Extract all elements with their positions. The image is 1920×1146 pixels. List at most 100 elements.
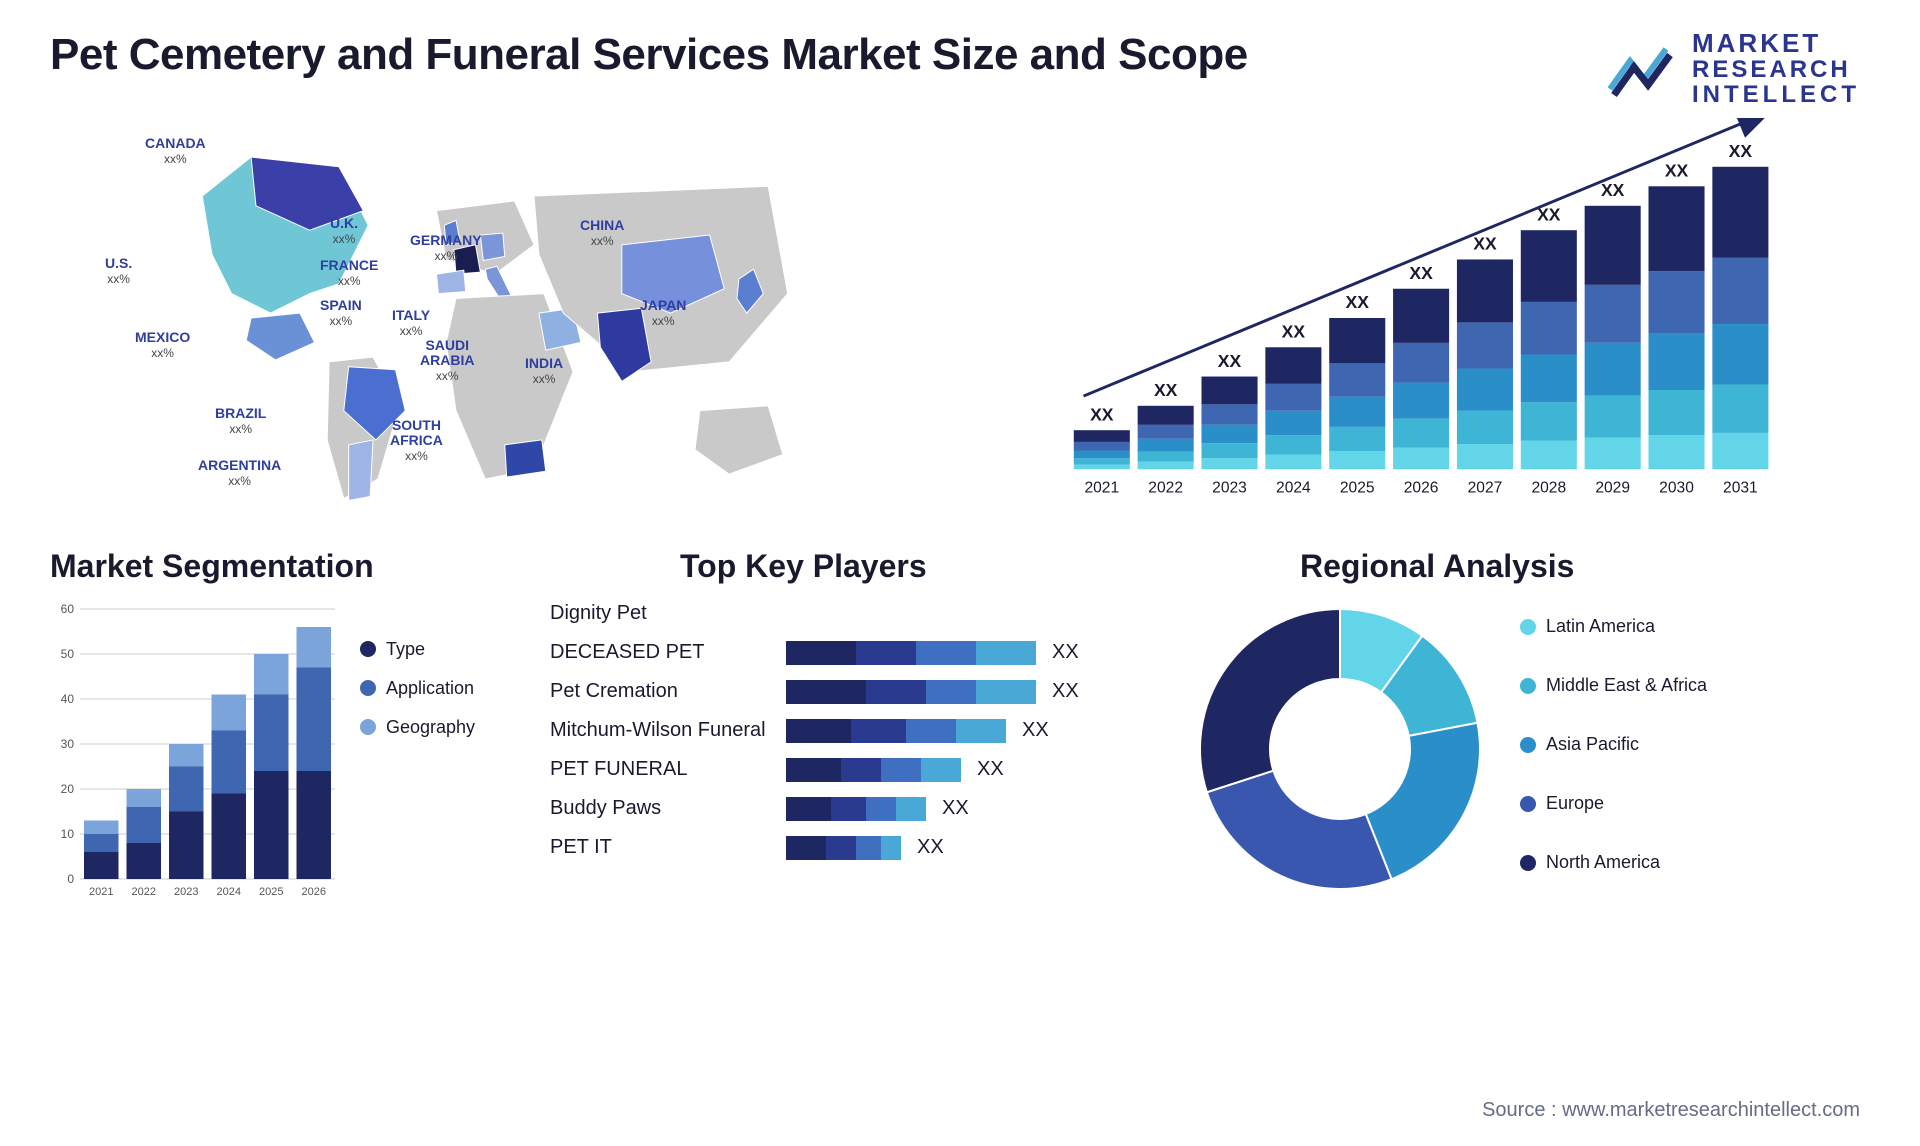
growth-bar-seg [1393,382,1449,418]
growth-bar-seg [1521,440,1577,469]
key-player-row: Dignity Pet [550,599,1160,629]
donut-seg-north-america [1200,609,1340,792]
key-player-bar-seg [851,719,906,743]
growth-bar-seg [1649,271,1705,333]
seg-legend-item: Type [360,639,475,660]
growth-bar-seg [1585,205,1641,284]
growth-year-label: 2028 [1531,479,1566,496]
growth-year-label: 2025 [1340,479,1375,496]
key-player-bar [786,641,1036,665]
seg-bar-seg [297,667,332,771]
key-player-bar-seg [881,836,901,860]
key-player-name: Buddy Paws [550,797,770,820]
growth-bar-seg [1074,450,1130,458]
regional-title: Regional Analysis [1190,548,1870,585]
key-player-bar-seg [906,719,956,743]
key-player-bar [786,758,961,782]
growth-bar-seg [1521,354,1577,402]
growth-bar-seg [1265,347,1321,384]
key-player-bar-seg [916,641,976,665]
donut-seg-europe [1207,770,1392,888]
key-player-bar [786,602,787,626]
key-player-name: DECEASED PET [550,641,770,664]
growth-chart-panel: XX2021XX2022XX2023XX2024XX2025XX2026XX20… [980,118,1870,518]
growth-bar-seg [1201,376,1257,404]
growth-bar-seg [1457,444,1513,469]
growth-value-label: XX [1346,292,1370,312]
growth-bar-seg [1329,363,1385,396]
seg-legend-item: Application [360,678,475,699]
key-player-name: Mitchum-Wilson Funeral [550,719,770,742]
key-player-bar-seg [866,797,896,821]
key-player-bar-seg [856,836,881,860]
key-player-value: XX [977,758,1004,781]
growth-year-label: 2027 [1468,479,1503,496]
growth-bar-seg [1138,425,1194,439]
growth-stacked-bar-chart: XX2021XX2022XX2023XX2024XX2025XX2026XX20… [980,118,1870,518]
growth-bar-seg [1138,461,1194,469]
legend-label: Latin America [1546,616,1655,637]
growth-bar-seg [1265,454,1321,469]
growth-value-label: XX [1473,233,1497,253]
country-mexico [246,313,314,360]
growth-bar-seg [1712,257,1768,324]
seg-year-label: 2023 [174,886,198,898]
key-player-bar-seg [831,797,866,821]
logo-text-3: INTELLECT [1692,82,1860,107]
growth-bar-seg [1521,230,1577,302]
growth-bar-seg [1265,410,1321,434]
seg-bar-seg [127,843,162,879]
legend-label: North America [1546,852,1660,873]
key-player-value: XX [917,836,944,859]
regional-donut-chart [1190,599,1490,899]
growth-bar-seg [1074,464,1130,469]
logo-mark-icon [1608,39,1678,99]
key-player-row: Pet CremationXX [550,677,1160,707]
legend-label: Asia Pacific [1546,734,1639,755]
key-player-bar-seg [926,680,976,704]
key-player-value: XX [1022,719,1049,742]
growth-bar-seg [1201,443,1257,458]
legend-color-dot [1520,737,1536,753]
key-player-bar-seg [976,641,1036,665]
segmentation-panel: Market Segmentation 0102030405060 202120… [50,548,520,978]
growth-bar-seg [1457,259,1513,322]
growth-bar-seg [1393,288,1449,342]
logo-text-2: RESEARCH [1692,57,1860,82]
growth-year-label: 2030 [1659,479,1694,496]
seg-bar-seg [169,766,204,811]
key-player-bar-seg [841,758,881,782]
key-player-bar-seg [896,797,926,821]
seg-bar-seg [212,793,247,879]
key-player-bar-seg [786,797,831,821]
seg-bar-seg [84,852,119,879]
svg-text:0: 0 [67,872,74,886]
key-player-name: Dignity Pet [550,602,770,625]
key-player-bar-seg [921,758,961,782]
country-germany [480,233,504,260]
growth-bar-seg [1393,343,1449,383]
svg-text:40: 40 [61,692,75,706]
regional-legend-item: Latin America [1520,616,1707,637]
key-player-bar-seg [786,641,856,665]
page-title: Pet Cemetery and Funeral Services Market… [50,30,1248,80]
growth-bar-seg [1585,437,1641,469]
growth-bar-seg [1457,322,1513,368]
legend-label: Middle East & Africa [1546,675,1707,696]
key-player-value: XX [942,797,969,820]
key-player-bar-seg [856,641,916,665]
growth-bar-seg [1329,396,1385,426]
world-map [50,118,940,518]
regional-legend-item: Middle East & Africa [1520,675,1707,696]
key-player-value: XX [1052,680,1079,703]
seg-bar-seg [254,654,289,695]
regional-legend-item: Asia Pacific [1520,734,1707,755]
growth-bar-seg [1201,404,1257,424]
key-player-name: PET FUNERAL [550,758,770,781]
seg-bar-seg [254,771,289,879]
regional-legend: Latin America Middle East & Africa Asia Pa… [1520,606,1707,891]
key-player-row: PET FUNERAL XX [550,755,1160,785]
source-attribution: Source : www.marketresearchintellect.com [1482,1099,1860,1122]
growth-bar-seg [1712,384,1768,432]
key-player-bar [786,680,1036,704]
